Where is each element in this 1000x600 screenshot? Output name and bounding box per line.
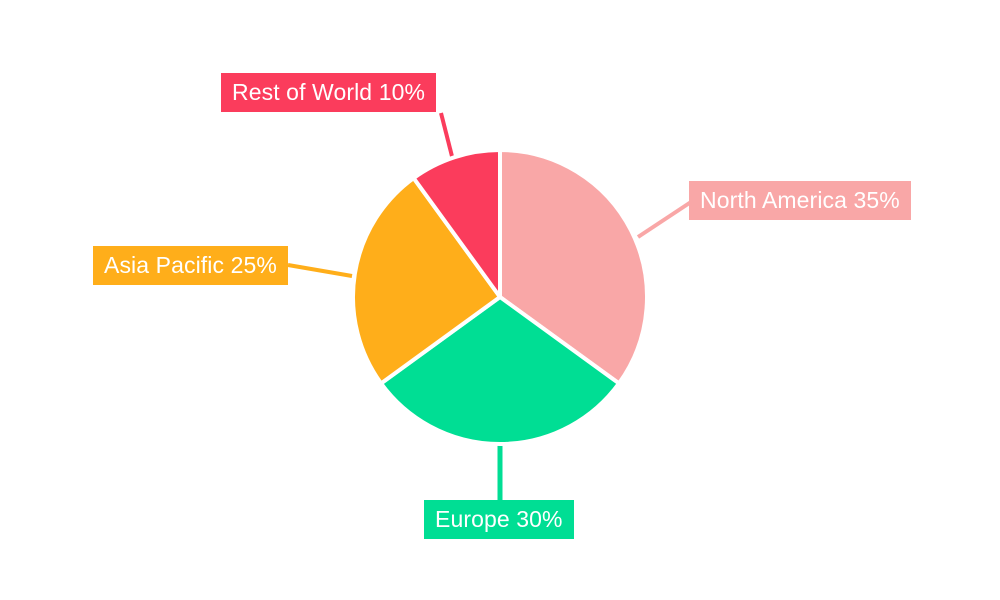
pie-slice-europe[interactable] [379,295,621,447]
leader-line-north-america [636,198,696,239]
pie-label-rest-of-world[interactable]: Rest of World 10% [221,73,437,112]
pie-label-north-america-text: North America 35% [700,187,900,213]
pie-label-rest-of-world-text: Rest of World 10% [232,79,426,105]
pie-slice-rest-of-world[interactable] [411,148,502,299]
pie-label-north-america[interactable]: North America 35% [689,181,911,220]
leader-line-asia-pacific [287,263,353,278]
pie-slices [351,148,649,447]
pie-slice-asia-pacific[interactable] [351,176,502,386]
pie-label-asia-pacific-text: Asia Pacific 25% [104,252,277,278]
pie-label-asia-pacific[interactable]: Asia Pacific 25% [93,246,288,285]
pie-label-europe-text: Europe 30% [435,506,563,532]
pie-slice-north-america[interactable] [498,148,649,386]
pie-label-europe[interactable]: Europe 30% [424,500,574,539]
